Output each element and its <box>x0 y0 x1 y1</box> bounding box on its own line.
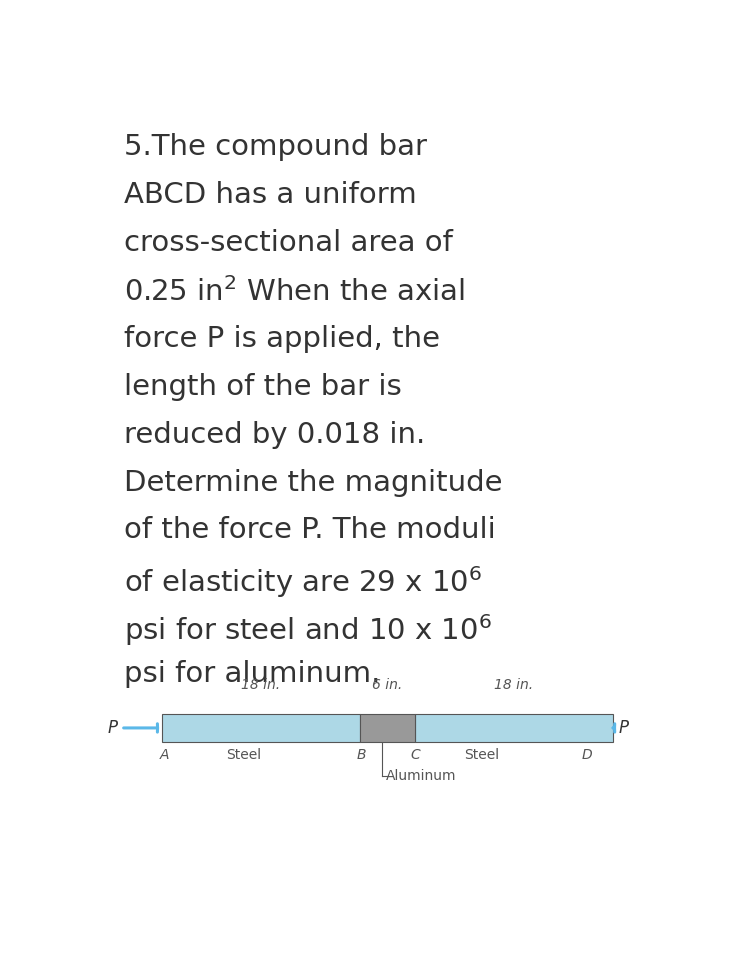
Text: length of the bar is: length of the bar is <box>124 373 401 401</box>
Text: of elasticity are 29 x 10$^{6}$: of elasticity are 29 x 10$^{6}$ <box>124 565 482 600</box>
Text: 6 in.: 6 in. <box>372 678 403 692</box>
Text: 18 in.: 18 in. <box>494 678 534 692</box>
Text: B: B <box>356 747 366 762</box>
Text: Steel: Steel <box>463 747 499 762</box>
Text: D: D <box>581 747 592 762</box>
Bar <box>162 714 360 742</box>
Text: P: P <box>619 719 629 737</box>
Text: C: C <box>411 747 420 762</box>
Text: 18 in.: 18 in. <box>241 678 280 692</box>
Text: cross-sectional area of: cross-sectional area of <box>124 229 453 257</box>
Text: A: A <box>160 747 169 762</box>
Text: reduced by 0.018 in.: reduced by 0.018 in. <box>124 421 425 449</box>
Text: 5.The compound bar: 5.The compound bar <box>124 133 427 162</box>
Text: psi for steel and 10 x 10$^{6}$: psi for steel and 10 x 10$^{6}$ <box>124 612 491 648</box>
Text: force P is applied, the: force P is applied, the <box>124 324 440 353</box>
Text: psi for aluminum.: psi for aluminum. <box>124 660 380 688</box>
Text: P: P <box>108 719 118 737</box>
Text: 0.25 in$^{2}$ When the axial: 0.25 in$^{2}$ When the axial <box>124 277 464 307</box>
Text: ABCD has a uniform: ABCD has a uniform <box>124 181 417 210</box>
Bar <box>415 714 613 742</box>
Bar <box>360 714 415 742</box>
Text: Steel: Steel <box>226 747 261 762</box>
Text: Determine the magnitude: Determine the magnitude <box>124 469 502 497</box>
Text: Aluminum: Aluminum <box>386 769 457 784</box>
Text: of the force P. The moduli: of the force P. The moduli <box>124 517 495 545</box>
